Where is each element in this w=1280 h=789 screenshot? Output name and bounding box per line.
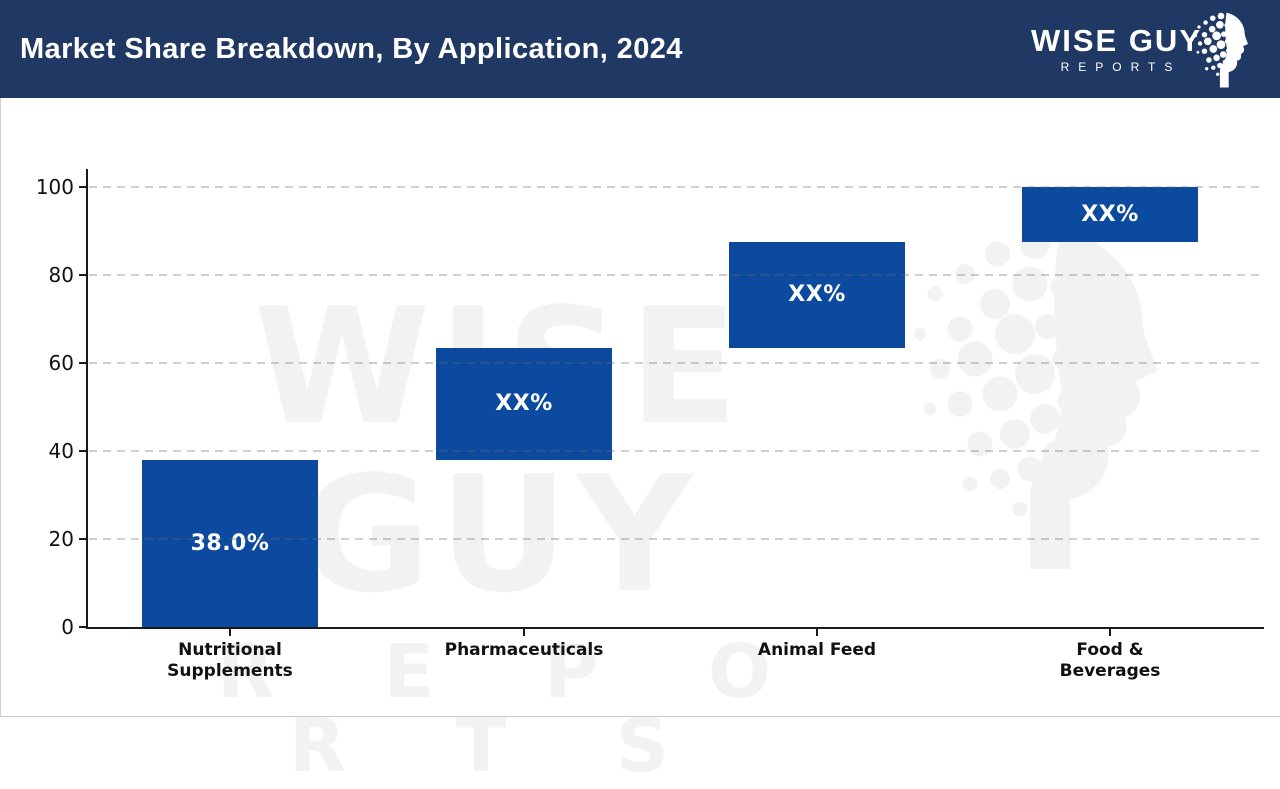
logo-subtext: REPORTS [1060,59,1182,74]
gridline-80 [89,274,1263,276]
y-axis-line [86,169,88,629]
y-tick-mark [79,626,87,628]
wiseguy-logo: WISE GUY REPORTS [1031,10,1254,88]
category-label-food-beverages: Food & Beverages [1059,640,1161,682]
y-tick-mark [79,362,87,364]
bar-food-beverages: XX% [1022,187,1198,242]
x-tick-mark [816,628,818,636]
logo-text: WISE GUY REPORTS [1031,25,1202,74]
gridline-100 [89,186,1263,188]
gridline-60 [89,362,1263,364]
x-tick-mark [229,628,231,636]
bar-pharmaceuticals: XX% [436,347,612,460]
category-label-animal-feed: Animal Feed [757,640,877,660]
bar-value-label: XX% [1081,202,1139,227]
bar-animal-feed: XX% [729,242,905,348]
wiseguy-head-icon [1188,10,1254,88]
page-title: Market Share Breakdown, By Application, … [20,32,683,65]
header: Market Share Breakdown, By Application, … [0,0,1280,98]
bar-value-label: XX% [788,282,846,308]
y-tick-label: 0 [61,615,74,639]
y-tick-label: 100 [35,175,74,199]
y-tick-label: 40 [48,439,74,463]
bar-nutritional-supplements: 38.0% [142,459,318,627]
category-label-nutritional-supplements: Nutritional Supplements [167,640,293,682]
gridline-20 [89,538,1263,540]
bottom-edge-rule [0,716,1280,717]
y-tick-mark [79,450,87,452]
y-tick-mark [79,274,87,276]
y-tick-label: 20 [48,527,74,551]
logo-wordmark: WISE GUY [1030,22,1202,58]
y-tick-mark [79,538,87,540]
y-tick-mark [79,186,87,188]
bar-value-label: XX% [495,391,553,417]
x-axis-line [86,627,1264,629]
gridline-40 [89,450,1263,452]
watermark-head-icon [885,216,1185,572]
category-label-pharmaceuticals: Pharmaceuticals [444,640,604,660]
y-tick-label: 80 [48,263,74,287]
x-tick-mark [1109,628,1111,636]
bar-value-label: 38.0% [190,530,270,556]
y-tick-label: 60 [48,351,74,375]
left-edge-rule [0,98,1,717]
x-tick-mark [523,628,525,636]
